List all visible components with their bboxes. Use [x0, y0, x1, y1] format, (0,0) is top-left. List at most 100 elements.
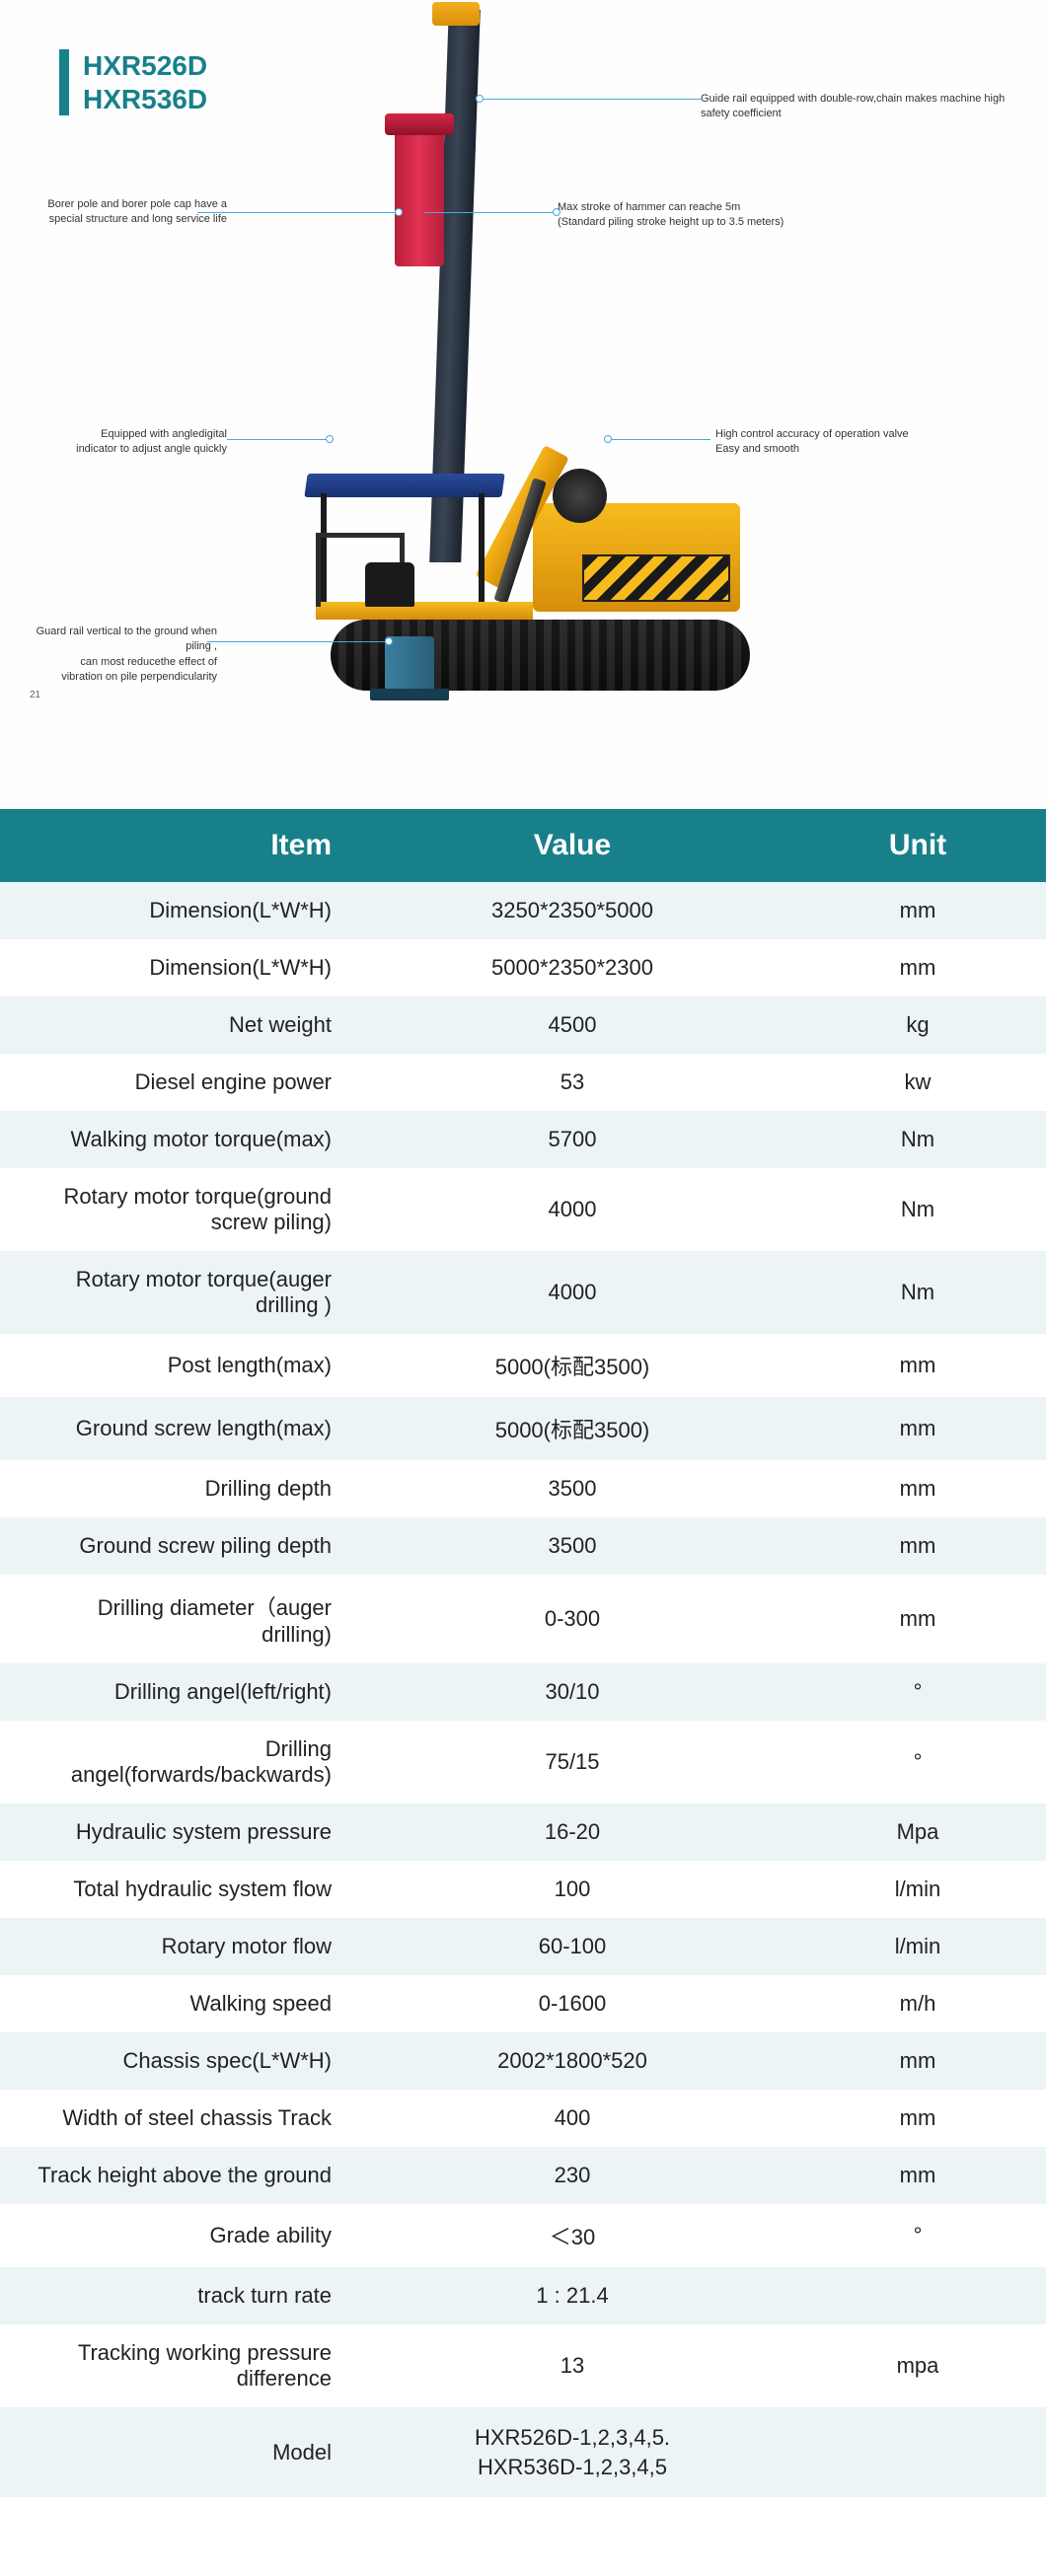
cell-value: 5700: [355, 1111, 789, 1168]
annotation-angle-l1: Equipped with angledigital: [59, 427, 227, 442]
cell-unit: °: [789, 1721, 1046, 1803]
table-row: Rotary motor torque(auger drilling )4000…: [0, 1251, 1046, 1334]
annotation-max-stroke-l1: Max stroke of hammer can reache 5m: [558, 200, 784, 215]
cell-value: 60-100: [355, 1918, 789, 1975]
cell-item: Ground screw piling depth: [0, 1517, 355, 1575]
table-row: Hydraulic system pressure16-20Mpa: [0, 1803, 1046, 1861]
th-unit: Unit: [789, 809, 1046, 882]
table-row: Drilling angel(forwards/backwards)75/15°: [0, 1721, 1046, 1803]
annotation-op-valve-l1: High control accuracy of operation valve: [715, 427, 909, 442]
cell-value: 3250*2350*5000: [355, 882, 789, 939]
cell-unit: mm: [789, 1334, 1046, 1397]
annotation-guard-rail: Guard rail vertical to the ground when p…: [20, 625, 217, 686]
cell-unit: Nm: [789, 1168, 1046, 1251]
table-row: Walking speed0-1600m/h: [0, 1975, 1046, 2032]
cell-item: Dimension(L*W*H): [0, 882, 355, 939]
table-row: Net weight4500kg: [0, 996, 1046, 1054]
cell-item: Rotary motor flow: [0, 1918, 355, 1975]
cell-value: 4000: [355, 1251, 789, 1334]
annotation-max-stroke: Max stroke of hammer can reache 5m (Stan…: [558, 200, 784, 231]
annotation-op-valve-l2: Easy and smooth: [715, 442, 909, 457]
model-line-2: HXR536D: [83, 83, 207, 116]
table-row: Post length(max)5000(标配3500)mm: [0, 1334, 1046, 1397]
cell-value: 30/10: [355, 1663, 789, 1721]
cell-value: 5000(标配3500): [355, 1397, 789, 1460]
cell-value: 75/15: [355, 1721, 789, 1803]
th-item: Item: [0, 809, 355, 882]
cell-item: Post length(max): [0, 1334, 355, 1397]
cell-item: Drilling angel(forwards/backwards): [0, 1721, 355, 1803]
cell-item: Tracking working pressure difference: [0, 2324, 355, 2407]
annotation-guide-rail: Guide rail equipped with double-row,chai…: [701, 92, 1036, 122]
cell-item: Track height above the ground: [0, 2147, 355, 2204]
table-row: Chassis spec(L*W*H)2002*1800*520mm: [0, 2032, 1046, 2090]
cell-item: track turn rate: [0, 2267, 355, 2324]
cell-unit: m/h: [789, 1975, 1046, 2032]
cell-unit: l/min: [789, 1918, 1046, 1975]
cell-value: ＜30: [355, 2204, 789, 2267]
cell-value: 2002*1800*520: [355, 2032, 789, 2090]
cell-value: 3500: [355, 1517, 789, 1575]
cell-item: Model: [0, 2407, 355, 2497]
table-row: Total hydraulic system flow100l/min: [0, 1861, 1046, 1918]
cell-unit: mm: [789, 2090, 1046, 2147]
cell-item: Rotary motor torque(ground screw piling): [0, 1168, 355, 1251]
table-row: Drilling angel(left/right)30/10°: [0, 1663, 1046, 1721]
cell-value: 5000(标配3500): [355, 1334, 789, 1397]
cell-item: Net weight: [0, 996, 355, 1054]
cell-item: Chassis spec(L*W*H): [0, 2032, 355, 2090]
annotation-angle-indicator: Equipped with angledigital indicator to …: [59, 427, 227, 458]
annotation-guard-l2: can most reducethe effect of: [20, 655, 217, 670]
cell-unit: mm: [789, 939, 1046, 996]
cell-unit: [789, 2267, 1046, 2324]
cell-unit: Nm: [789, 1251, 1046, 1334]
table-row: Ground screw length(max)5000(标配3500)mm: [0, 1397, 1046, 1460]
annotation-op-valve: High control accuracy of operation valve…: [715, 427, 909, 458]
table-row: track turn rate1 : 21.4: [0, 2267, 1046, 2324]
cell-value: 0-1600: [355, 1975, 789, 2032]
cell-value: 16-20: [355, 1803, 789, 1861]
table-row: Ground screw piling depth3500mm: [0, 1517, 1046, 1575]
cell-item: Grade ability: [0, 2204, 355, 2267]
cell-value: 1 : 21.4: [355, 2267, 789, 2324]
table-row: Rotary motor flow60-100l/min: [0, 1918, 1046, 1975]
cell-unit: Nm: [789, 1111, 1046, 1168]
cell-unit: kg: [789, 996, 1046, 1054]
machine-illustration: [227, 10, 780, 720]
cell-value: HXR526D-1,2,3,4,5.HXR536D-1,2,3,4,5: [355, 2407, 789, 2497]
cell-value: 4500: [355, 996, 789, 1054]
cell-value: 3500: [355, 1460, 789, 1517]
cell-unit: mm: [789, 882, 1046, 939]
model-heading: HXR526D HXR536D: [59, 49, 207, 115]
table-row: Drilling depth3500mm: [0, 1460, 1046, 1517]
cell-unit: mpa: [789, 2324, 1046, 2407]
page-number: 21: [30, 690, 40, 700]
annotation-angle-l2: indicator to adjust angle quickly: [59, 442, 227, 457]
annotation-guard-l3: vibration on pile perpendicularity: [20, 670, 217, 685]
cell-item: Walking speed: [0, 1975, 355, 2032]
cell-value: 5000*2350*2300: [355, 939, 789, 996]
diagram-section: HXR526D HXR536D Guide rail equipped with…: [0, 0, 1046, 809]
spec-table: Item Value Unit Dimension(L*W*H)3250*235…: [0, 809, 1046, 2497]
cell-value: 4000: [355, 1168, 789, 1251]
cell-value: 400: [355, 2090, 789, 2147]
cell-item: Total hydraulic system flow: [0, 1861, 355, 1918]
model-line-1: HXR526D: [83, 49, 207, 83]
annotation-borer-pole: Borer pole and borer pole cap have a spe…: [30, 197, 227, 228]
annotation-guard-l1: Guard rail vertical to the ground when p…: [20, 625, 217, 655]
cell-item: Walking motor torque(max): [0, 1111, 355, 1168]
cell-value: 100: [355, 1861, 789, 1918]
cell-unit: Mpa: [789, 1803, 1046, 1861]
table-row: ModelHXR526D-1,2,3,4,5.HXR536D-1,2,3,4,5: [0, 2407, 1046, 2497]
cell-unit: mm: [789, 1397, 1046, 1460]
cell-value: 230: [355, 2147, 789, 2204]
cell-item: Rotary motor torque(auger drilling ): [0, 1251, 355, 1334]
cell-value: 13: [355, 2324, 789, 2407]
cell-item: Width of steel chassis Track: [0, 2090, 355, 2147]
cell-item: Dimension(L*W*H): [0, 939, 355, 996]
cell-item: Diesel engine power: [0, 1054, 355, 1111]
cell-unit: °: [789, 2204, 1046, 2267]
cell-unit: mm: [789, 2032, 1046, 2090]
cell-item: Drilling angel(left/right): [0, 1663, 355, 1721]
table-row: Track height above the ground230mm: [0, 2147, 1046, 2204]
